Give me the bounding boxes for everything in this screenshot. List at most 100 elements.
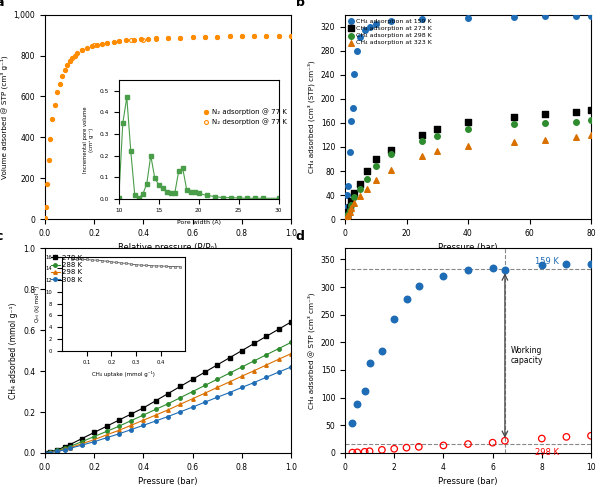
278 K	[66, 442, 73, 448]
Text: a: a	[0, 0, 4, 9]
N₂ adsorption @ 77 K	[46, 136, 53, 142]
CH₄ adsorption at 298 K	[417, 137, 427, 145]
308 K	[46, 450, 53, 455]
Y-axis label: CH₄ adsorbed (mmol g⁻¹): CH₄ adsorbed (mmol g⁻¹)	[8, 302, 17, 399]
CH₄ adsorption at 298 K	[371, 162, 380, 170]
CH₄ adsorption at 298 K	[342, 213, 352, 221]
CH₄ adsorption at 273 K	[341, 213, 351, 221]
278 K	[78, 436, 86, 442]
308 K	[202, 399, 209, 405]
X-axis label: Pressure (bar): Pressure (bar)	[438, 244, 498, 252]
278 K	[202, 369, 209, 375]
Point	[377, 347, 386, 355]
Point	[488, 264, 497, 272]
Point	[439, 272, 448, 280]
N₂ adsorption @ 77 K	[103, 40, 110, 46]
298 K	[251, 368, 258, 374]
Legend: N₂ adsorption @ 77 K, N₂ desorption @ 77 K: N₂ adsorption @ 77 K, N₂ desorption @ 77…	[202, 108, 287, 126]
Line: 288 K: 288 K	[43, 341, 293, 455]
Text: Working
capacity: Working capacity	[511, 346, 544, 365]
278 K	[103, 423, 110, 429]
298 K	[189, 396, 196, 402]
Point	[562, 261, 571, 268]
Y-axis label: CH₄ adsorbed @ STP (cm³ cm⁻³): CH₄ adsorbed @ STP (cm³ cm⁻³)	[308, 292, 315, 409]
N₂ desorption @ 77 K	[91, 42, 98, 48]
CH₄ adsorption at 159 K	[371, 20, 380, 28]
Point	[537, 434, 547, 442]
298 K	[263, 362, 270, 368]
288 K	[91, 433, 98, 439]
298 K	[66, 445, 73, 451]
N₂ desorption @ 77 K	[115, 38, 122, 44]
298 K	[41, 450, 49, 456]
CH₄ adsorption at 323 K	[342, 213, 352, 221]
N₂ adsorption @ 77 K	[177, 35, 184, 40]
308 K	[152, 418, 160, 424]
278 K	[140, 405, 147, 411]
N₂ desorption @ 77 K	[140, 37, 147, 42]
N₂ desorption @ 77 K	[103, 40, 110, 46]
N₂ adsorption @ 77 K	[41, 215, 49, 221]
288 K	[177, 395, 184, 401]
CH₄ adsorption at 273 K	[463, 118, 473, 126]
CH₄ adsorption at 298 K	[571, 118, 580, 126]
Point	[463, 440, 473, 448]
Point	[353, 400, 362, 408]
N₂ adsorption @ 77 K	[44, 182, 51, 187]
288 K	[127, 418, 134, 424]
N₂ adsorption @ 77 K	[56, 81, 64, 87]
278 K	[177, 384, 184, 390]
308 K	[177, 409, 184, 415]
Point	[488, 439, 497, 447]
CH₄ adsorption at 298 K	[509, 120, 519, 128]
Point	[500, 266, 510, 274]
Point	[586, 260, 596, 268]
N₂ adsorption @ 77 K	[164, 35, 172, 41]
N₂ desorption @ 77 K	[226, 34, 233, 39]
N₂ adsorption @ 77 K	[202, 34, 209, 40]
CH₄ adsorption at 323 K	[345, 208, 355, 216]
Point	[537, 261, 547, 269]
CH₄ adsorption at 323 K	[349, 199, 359, 207]
278 K	[287, 319, 295, 325]
Point	[562, 433, 571, 441]
N₂ adsorption @ 77 K	[115, 38, 122, 44]
N₂ adsorption @ 77 K	[88, 43, 95, 49]
CH₄ adsorption at 159 K	[586, 12, 596, 19]
N₂ desorption @ 77 K	[78, 47, 86, 53]
308 K	[287, 364, 295, 370]
Point	[360, 387, 370, 395]
308 K	[91, 439, 98, 445]
X-axis label: Pressure (bar): Pressure (bar)	[438, 477, 498, 486]
308 K	[127, 427, 134, 432]
278 K	[238, 348, 245, 354]
288 K	[202, 382, 209, 388]
278 K	[61, 444, 68, 450]
N₂ desorption @ 77 K	[287, 33, 295, 38]
CH₄ adsorption at 273 K	[386, 146, 396, 154]
Line: N₂ adsorption @ 77 K: N₂ adsorption @ 77 K	[43, 34, 293, 220]
Point	[463, 266, 473, 274]
N₂ desorption @ 77 K	[238, 34, 245, 39]
CH₄ adsorption at 323 K	[540, 136, 550, 144]
N₂ adsorption @ 77 K	[137, 36, 145, 42]
298 K	[61, 446, 68, 452]
CH₄ adsorption at 273 K	[356, 180, 365, 188]
CH₄ adsorption at 273 K	[341, 215, 350, 223]
N₂ desorption @ 77 K	[189, 34, 196, 40]
N₂ desorption @ 77 K	[127, 37, 134, 43]
Point	[353, 449, 362, 456]
Text: 298 K: 298 K	[535, 449, 559, 457]
CH₄ adsorption at 273 K	[433, 125, 442, 133]
CH₄ adsorption at 159 K	[417, 16, 427, 23]
288 K	[238, 364, 245, 370]
CH₄ adsorption at 323 K	[341, 215, 351, 223]
308 K	[189, 404, 196, 410]
N₂ adsorption @ 77 K	[287, 33, 295, 38]
288 K	[164, 401, 172, 407]
278 K	[127, 411, 134, 417]
308 K	[78, 442, 86, 448]
308 K	[263, 375, 270, 380]
CH₄ adsorption at 323 K	[571, 133, 580, 141]
N₂ adsorption @ 77 K	[189, 34, 196, 40]
